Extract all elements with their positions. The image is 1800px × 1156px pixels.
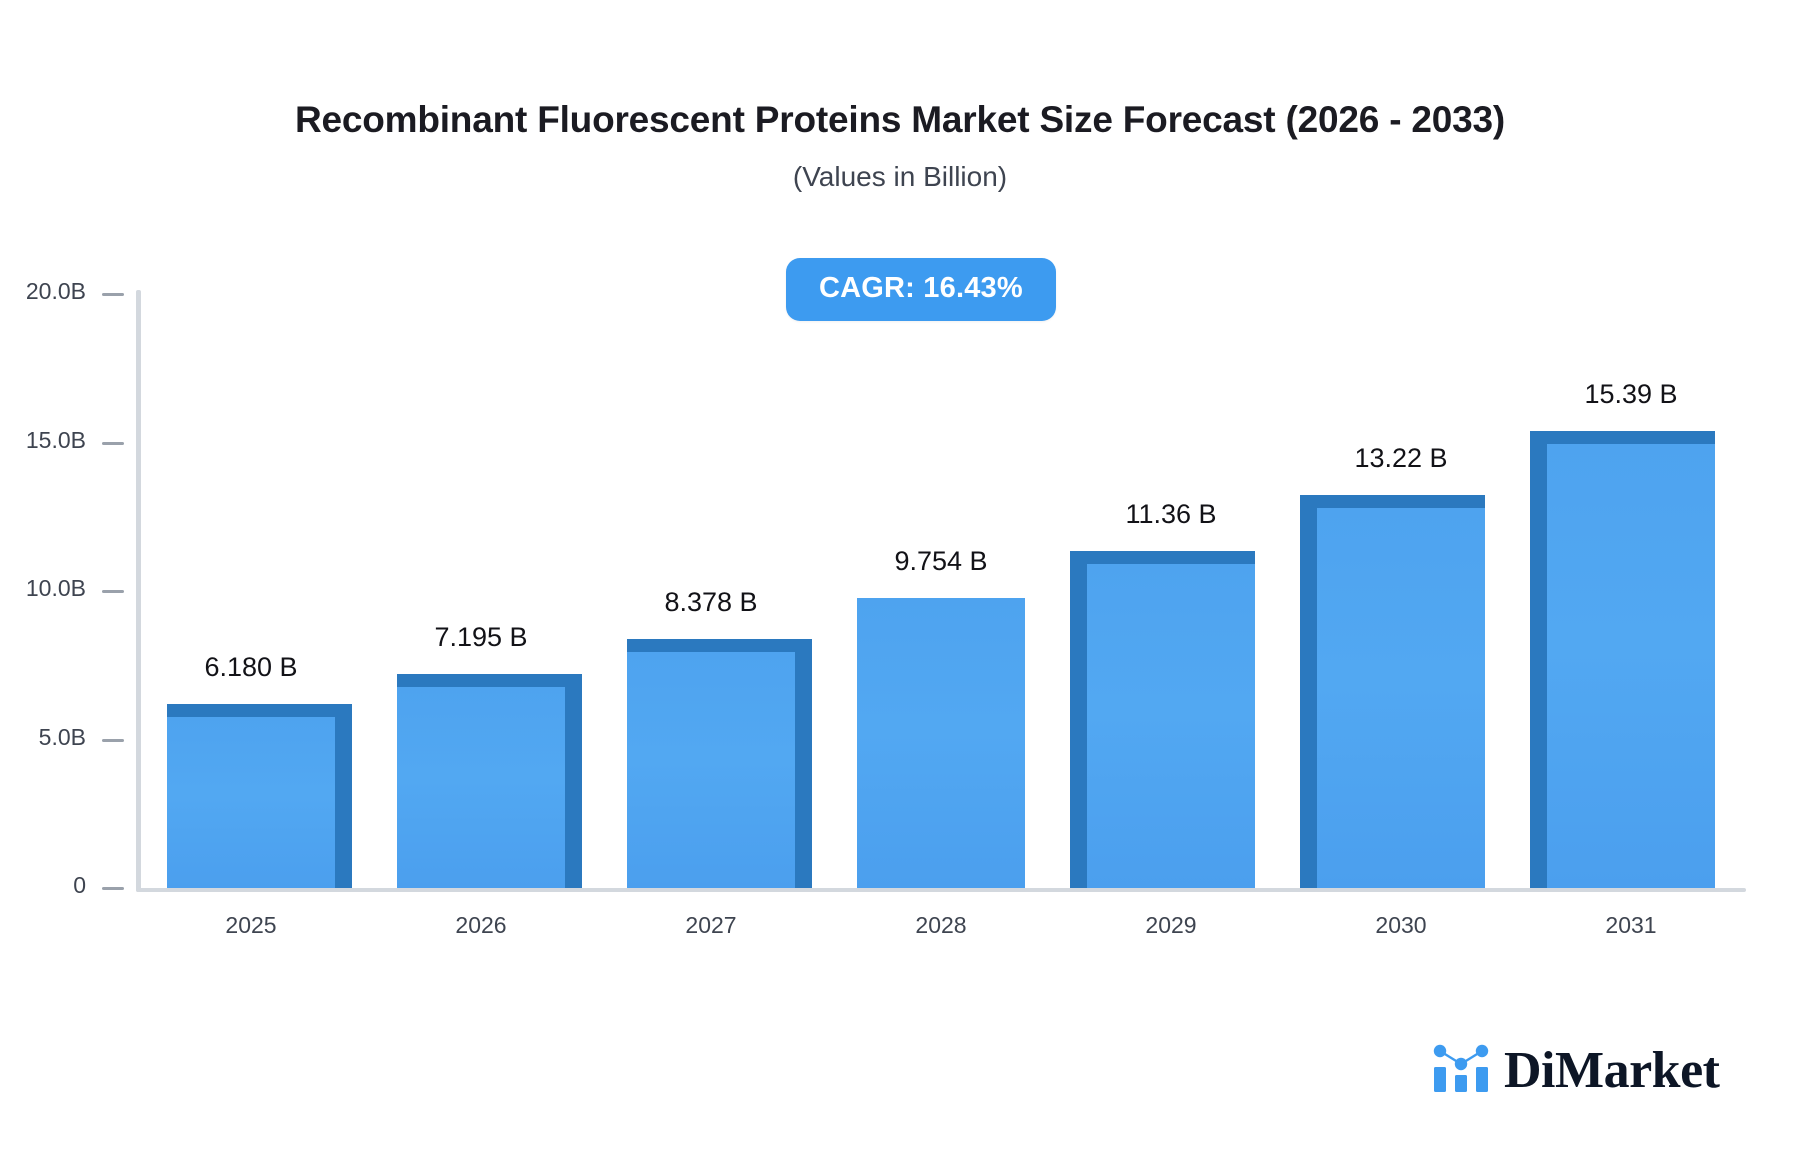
- bar-front-face: [167, 717, 335, 888]
- bar-2031[interactable]: [1530, 430, 1715, 888]
- bar-side-face: [795, 652, 812, 888]
- y-axis-tick-mark: [102, 441, 124, 445]
- x-axis-line: [136, 888, 1746, 892]
- cagr-badge: CAGR: 16.43%: [786, 258, 1056, 321]
- y-axis-tick-label: 0: [73, 872, 86, 898]
- y-axis-tick-mark: [102, 590, 124, 593]
- x-axis-tick-label: 2029: [1145, 912, 1197, 938]
- y-axis-tick-mark: [102, 738, 124, 742]
- y-axis-line: [136, 290, 141, 892]
- bar-2028[interactable]: [857, 598, 1025, 888]
- bar-value-label: 8.378 B: [664, 587, 758, 618]
- bar-side-face: [1070, 563, 1087, 888]
- bar-value-label: 15.39 B: [1584, 378, 1678, 409]
- x-axis-tick-label: 2031: [1605, 912, 1657, 938]
- bar-front-face: [857, 598, 1025, 888]
- y-axis-tick-label: 5.0B: [38, 723, 86, 750]
- bar-value-label: 13.22 B: [1354, 443, 1448, 474]
- bar-value-label: 11.36 B: [1125, 498, 1217, 529]
- bar-side-face: [1300, 508, 1317, 888]
- y-axis-tick-mark: [102, 887, 124, 890]
- bar-front-face: [1087, 563, 1255, 888]
- bar-2026[interactable]: [397, 674, 582, 888]
- bar-front-face: [1547, 443, 1715, 888]
- title-block: Recombinant Fluorescent Proteins Market …: [0, 98, 1800, 194]
- bar-value-label: 6.180 B: [204, 652, 298, 683]
- x-axis-tick-label: 2026: [455, 912, 507, 938]
- bar-side-face: [335, 717, 352, 888]
- logo-text: DiMarket: [1504, 1041, 1720, 1099]
- dimarket-logo: DiMarket: [1432, 1041, 1720, 1099]
- x-axis-tick-label: 2028: [915, 912, 967, 938]
- bar-top-face: [167, 704, 352, 718]
- bar-top-face: [627, 639, 812, 653]
- bar-2029[interactable]: [1070, 550, 1255, 888]
- bar-front-face: [397, 687, 565, 888]
- x-axis-tick-label: 2027: [685, 912, 737, 938]
- y-axis-tick-label: 15.0B: [25, 426, 86, 453]
- bar-side-face: [1530, 443, 1547, 888]
- bar-top-face: [1070, 550, 1255, 564]
- bar-front-face: [627, 652, 795, 888]
- chart-subtitle: (Values in Billion): [792, 161, 1008, 193]
- bar-top-face: [397, 674, 582, 688]
- y-axis-tick-label: 20.0B: [25, 278, 86, 304]
- y-axis-tick-label: 10.0B: [25, 575, 86, 601]
- bar-front-face: [1317, 508, 1485, 888]
- x-axis-tick-label: 2030: [1375, 912, 1427, 938]
- bar-2030[interactable]: [1300, 495, 1485, 888]
- bar-2025[interactable]: [167, 704, 352, 888]
- page-title: Recombinant Fluorescent Proteins Market …: [294, 99, 1506, 140]
- bar-value-label: 7.195 B: [434, 622, 528, 653]
- bar-2027[interactable]: [627, 639, 812, 888]
- bar-value-label: 9.754 B: [894, 546, 988, 577]
- bar-top-face: [1530, 430, 1715, 444]
- y-axis-tick-mark: [102, 293, 124, 296]
- bar-chart-trend-icon: [1432, 1042, 1490, 1099]
- bar-side-face: [565, 687, 582, 888]
- x-axis-tick-label: 2025: [225, 912, 277, 938]
- bar-top-face: [1300, 495, 1485, 509]
